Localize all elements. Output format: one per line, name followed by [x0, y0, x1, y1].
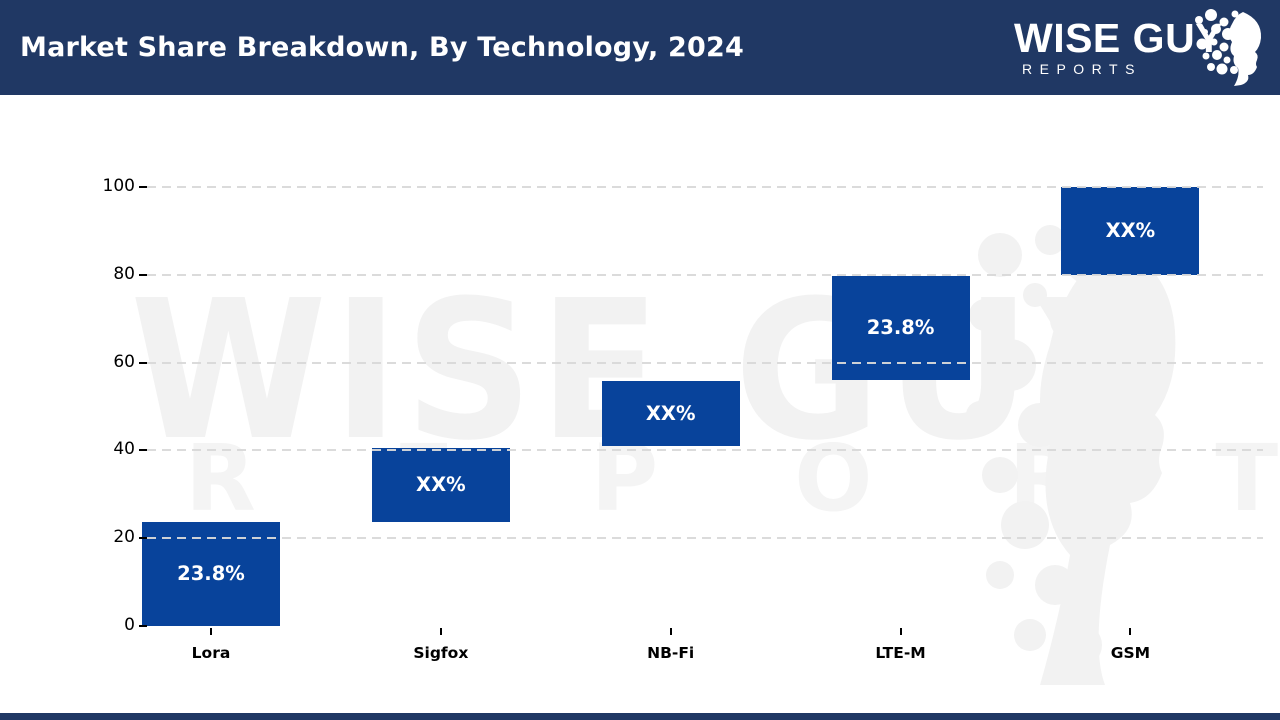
y-tick-mark [139, 186, 147, 188]
y-tick-mark [139, 449, 147, 452]
x-tick-mark [210, 628, 212, 635]
bar-value-label: 23.8% [866, 315, 935, 339]
gridline-100 [147, 186, 1263, 188]
x-tick-mark [439, 628, 442, 635]
gridline-20 [147, 537, 1263, 540]
y-tick-label: 40 [113, 439, 135, 460]
x-category-label: GSM [1110, 644, 1151, 662]
x-tick-mark [669, 628, 672, 635]
gridline-60 [147, 361, 1263, 364]
y-tick-label: 60 [113, 351, 135, 372]
y-tick-label: 0 [124, 615, 135, 635]
y-tick-mark [139, 625, 147, 627]
bar-NB-Fi [601, 381, 740, 446]
y-tick-label: 80 [113, 263, 135, 284]
gridline-80 [147, 273, 1263, 276]
bar-value-label: 23.8% [177, 561, 245, 585]
bar-value-label: XX% [645, 401, 696, 425]
bar-value-label: XX% [1105, 218, 1156, 242]
x-category-label: NB-Fi [647, 644, 695, 662]
x-category-label: LTE-M [875, 644, 926, 662]
y-tick-label: 20 [113, 527, 135, 548]
x-category-label: Sigfox [413, 644, 469, 662]
waterfall-chart: WISE GUY R E P O R T S 02040608010023.8%… [0, 95, 1280, 713]
y-tick-mark [139, 273, 147, 276]
footer-bar [0, 713, 1280, 720]
gridline-40 [147, 449, 1263, 452]
y-tick-label: 100 [102, 176, 135, 196]
header-bar: Market Share Breakdown, By Technology, 2… [0, 0, 1280, 95]
x-category-label: Lora [191, 644, 231, 662]
bar-Sigfox [371, 448, 510, 522]
bar-GSM [1061, 187, 1200, 275]
logo-face-dots-icon [1195, 9, 1262, 86]
y-tick-mark [139, 361, 147, 364]
x-tick-mark [1129, 628, 1132, 635]
page-title: Market Share Breakdown, By Technology, 2… [20, 32, 745, 63]
svg-text:REPORTS: REPORTS [1022, 61, 1142, 77]
wise-guy-reports-logo: WISE GUY REPORTS [1014, 9, 1262, 86]
y-tick-mark [139, 537, 147, 540]
svg-text:WISE GUY: WISE GUY [1014, 15, 1223, 61]
bar-value-label: XX% [416, 472, 466, 496]
x-tick-mark [899, 628, 902, 635]
